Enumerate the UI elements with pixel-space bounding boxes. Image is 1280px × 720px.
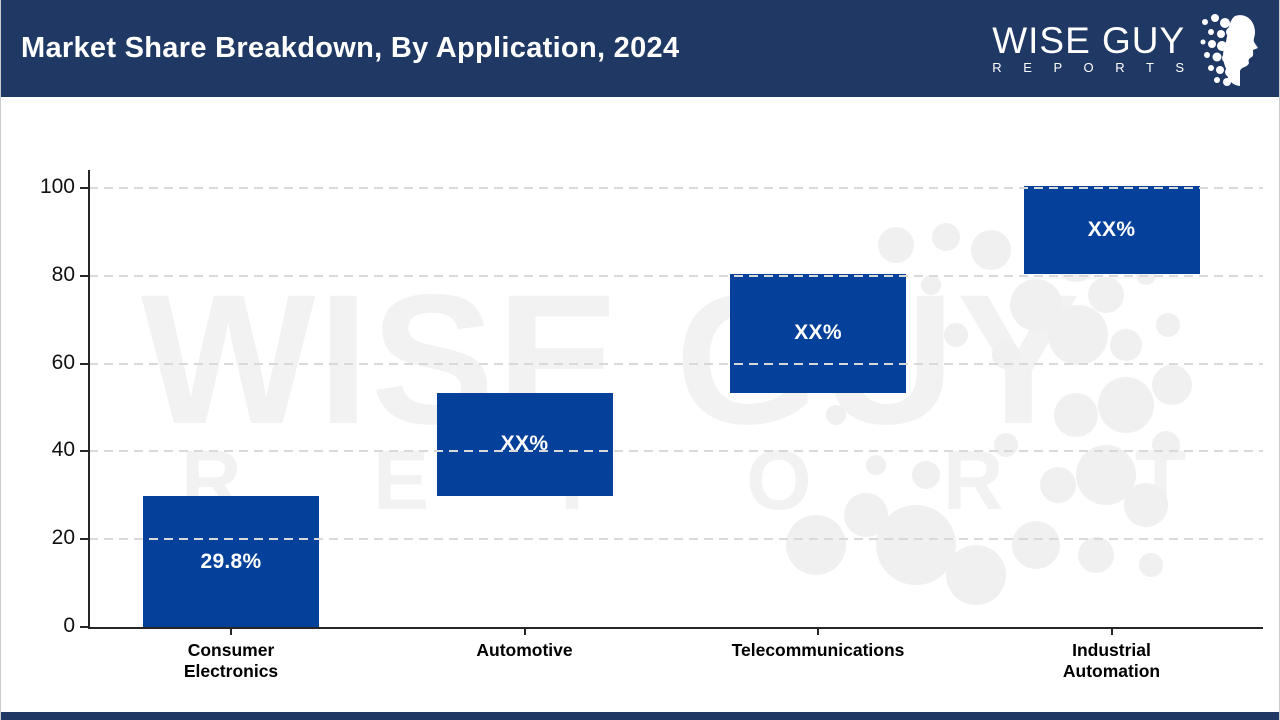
y-tick-mark — [80, 274, 89, 277]
y-axis-line — [88, 170, 90, 629]
header-band: Market Share Breakdown, By Application, … — [1, 0, 1279, 97]
y-tick-label: 60 — [51, 350, 75, 374]
bar: XX% — [1023, 186, 1200, 275]
y-tick-label: 80 — [51, 262, 75, 286]
x-category-label: Consumer Electronics — [101, 640, 361, 682]
x-tick-mark — [523, 628, 526, 635]
x-category-label-line: Telecommunications — [731, 640, 905, 660]
x-axis-line — [88, 627, 1263, 629]
x-category-label: Telecommunications — [688, 640, 948, 661]
x-category-label-line: Automotive — [476, 640, 573, 660]
bar: XX% — [730, 274, 906, 393]
bar-value-label: 29.8% — [200, 549, 262, 573]
logo-brand-name: WISE GUY — [992, 19, 1186, 61]
wiseguy-logo-text: WISE GUY R E P O R T S — [992, 19, 1193, 75]
page-title: Market Share Breakdown, By Application, … — [21, 32, 680, 64]
footer-band — [1, 712, 1279, 720]
wiseguy-logo: WISE GUY R E P O R T S — [992, 10, 1261, 88]
x-tick-mark — [1110, 628, 1113, 635]
y-tick-mark — [80, 362, 89, 365]
y-tick-label: 0 — [63, 614, 75, 637]
x-category-label: Industrial Automation — [982, 640, 1242, 682]
bar-value-label: XX% — [794, 321, 842, 345]
wiseguy-face-icon — [1200, 13, 1258, 86]
x-category-label: Automotive — [395, 640, 655, 661]
x-category-label-line: Electronics — [183, 661, 279, 681]
bar-value-label: XX% — [500, 432, 549, 456]
bar-value-label: XX% — [1087, 218, 1136, 242]
logo-brand-subtitle: R E P O R T S — [992, 59, 1193, 75]
y-tick-mark — [80, 538, 89, 541]
x-category-label-line: Industrial — [1072, 640, 1151, 660]
y-tick-label: 20 — [51, 526, 75, 550]
x-tick-mark — [817, 628, 819, 635]
x-category-label-line: Automation — [1062, 661, 1161, 681]
gridline — [89, 274, 1263, 277]
gridline — [89, 187, 1263, 189]
bar: 29.8% — [143, 496, 319, 627]
x-tick-mark — [230, 628, 232, 635]
chart-plot-area: 0 20 40 60 80 100 29.8% Consumer Electronics XX% A… — [1, 97, 1279, 712]
y-tick-mark — [80, 450, 89, 453]
gridline — [89, 538, 1263, 541]
gridline — [89, 450, 1263, 453]
gridline — [89, 362, 1263, 365]
y-tick-mark — [80, 187, 89, 189]
y-tick-label: 100 — [39, 175, 75, 198]
y-tick-mark — [80, 626, 89, 628]
x-category-label-line: Consumer — [187, 640, 275, 660]
bar: XX% — [436, 392, 613, 497]
y-tick-label: 40 — [51, 438, 75, 462]
